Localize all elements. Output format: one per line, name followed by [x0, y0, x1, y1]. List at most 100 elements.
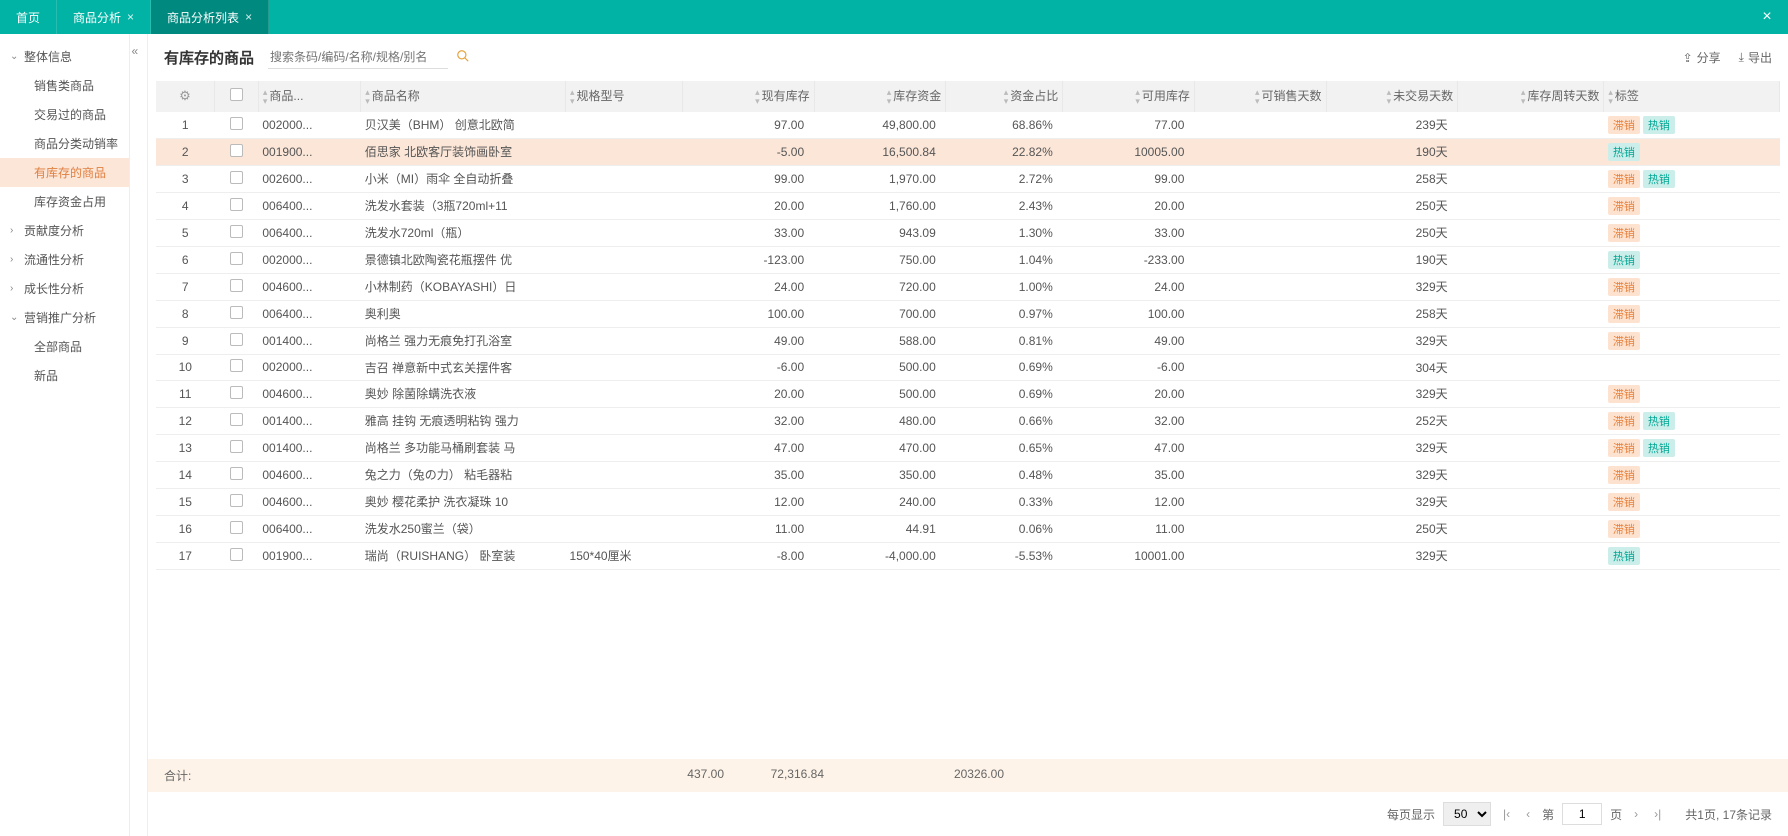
share-button[interactable]: ⇪ 分享 — [1683, 49, 1721, 66]
table-row[interactable]: 5006400...洗发水720ml（瓶）33.00943.091.30%33.… — [156, 219, 1780, 246]
column-header-notrade[interactable]: ▴▾未交易天数 — [1326, 81, 1458, 112]
page-next-button[interactable]: › — [1630, 805, 1642, 823]
select-all-checkbox[interactable] — [230, 88, 243, 101]
row-checkbox[interactable] — [230, 279, 243, 292]
row-checkbox[interactable] — [230, 386, 243, 399]
row-checkbox[interactable] — [230, 494, 243, 507]
table-row[interactable]: 9001400...尚格兰 强力无痕免打孔浴室49.00588.000.81%4… — [156, 327, 1780, 354]
column-header-saledays[interactable]: ▴▾可销售天数 — [1194, 81, 1326, 112]
sidebar-item[interactable]: 交易过的商品 — [0, 100, 129, 129]
tab-close-icon[interactable]: × — [127, 10, 134, 24]
chevron-icon: ⌄ — [10, 312, 24, 323]
table-row[interactable]: 1002000...贝汉美（BHM） 创意北欧简97.0049,800.0068… — [156, 112, 1780, 139]
export-button[interactable]: ⤓ 导出 — [1739, 49, 1772, 66]
tab[interactable]: 首页 — [0, 0, 57, 34]
table-row[interactable]: 4006400...洗发水套装（3瓶720ml+1120.001,760.002… — [156, 192, 1780, 219]
table-row[interactable]: 15004600...奥妙 樱花柔护 洗衣凝珠 1012.00240.000.3… — [156, 488, 1780, 515]
cell-spec — [566, 515, 683, 542]
tab-close-icon[interactable]: × — [245, 10, 252, 24]
table-row[interactable]: 12001400...雅高 挂钩 无痕透明粘钩 强力32.00480.000.6… — [156, 407, 1780, 434]
tab[interactable]: 商品分析列表× — [151, 0, 269, 34]
table-row[interactable]: 6002000...景德镇北欧陶瓷花瓶摆件 优-123.00750.001.04… — [156, 246, 1780, 273]
row-checkbox[interactable] — [230, 117, 243, 130]
column-header-avail[interactable]: ▴▾可用库存 — [1063, 81, 1195, 112]
row-checkbox[interactable] — [230, 171, 243, 184]
tab[interactable]: 商品分析× — [57, 0, 151, 34]
sidebar-item[interactable]: 商品分类动销率 — [0, 129, 129, 158]
column-label: 标签 — [1615, 89, 1639, 103]
row-checkbox[interactable] — [230, 252, 243, 265]
cell-tags: 滞销 — [1604, 327, 1780, 354]
column-header-code[interactable]: ▴▾商品... — [258, 81, 360, 112]
table-row[interactable]: 11004600...奥妙 除菌除螨洗衣液20.00500.000.69%20.… — [156, 380, 1780, 407]
row-checkbox[interactable] — [230, 413, 243, 426]
page-number-input[interactable] — [1562, 803, 1602, 825]
search-icon[interactable] — [456, 49, 470, 66]
column-header-tags[interactable]: ▴▾标签 — [1604, 81, 1780, 112]
tabbar-close-icon[interactable]: × — [1752, 0, 1782, 34]
column-header-fund[interactable]: ▴▾库存资金 — [814, 81, 946, 112]
sidebar-group[interactable]: ⌄整体信息 — [0, 42, 129, 71]
page-last-button[interactable]: ›| — [1650, 805, 1665, 823]
sidebar-item[interactable]: 有库存的商品 — [0, 158, 129, 187]
row-checkbox[interactable] — [230, 440, 243, 453]
page-prev-button[interactable]: ‹ — [1522, 805, 1534, 823]
row-checkbox[interactable] — [230, 225, 243, 238]
row-checkbox[interactable] — [230, 359, 243, 372]
cell-code: 002000... — [258, 246, 360, 273]
table-row[interactable]: 14004600...兔之力（兔の力） 粘毛器粘35.00350.000.48%… — [156, 461, 1780, 488]
sidebar-item[interactable]: 库存资金占用 — [0, 187, 129, 216]
table-row[interactable]: 13001400...尚格兰 多功能马桶刷套装 马47.00470.000.65… — [156, 434, 1780, 461]
cell-fund: 1,760.00 — [814, 192, 946, 219]
cell-ratio: 0.66% — [946, 407, 1063, 434]
cell-chk — [215, 138, 259, 165]
table-row[interactable]: 8006400...奥利奥100.00700.000.97%100.00258天… — [156, 300, 1780, 327]
cell-tags: 滞销 — [1604, 273, 1780, 300]
column-header-name[interactable]: ▴▾商品名称 — [361, 81, 566, 112]
table-row[interactable]: 16006400...洗发水250蜜兰（袋）11.0044.910.06%11.… — [156, 515, 1780, 542]
sidebar-item[interactable]: 销售类商品 — [0, 71, 129, 100]
cell-gear: 16 — [156, 515, 215, 542]
row-checkbox[interactable] — [230, 548, 243, 561]
sidebar-collapse-icon[interactable]: « — [132, 44, 146, 58]
table-row[interactable]: 7004600...小林制药（KOBAYASHI）日24.00720.001.0… — [156, 273, 1780, 300]
sort-icon: ▴▾ — [1255, 88, 1260, 106]
cell-avail: -6.00 — [1063, 354, 1195, 380]
row-checkbox[interactable] — [230, 521, 243, 534]
table-row[interactable]: 17001900...瑞尚（RUISHANG） 卧室装150*40厘米-8.00… — [156, 542, 1780, 569]
table-row[interactable]: 2001900...佰思家 北欧客厅装饰画卧室-5.0016,500.8422.… — [156, 138, 1780, 165]
cell-turndays — [1458, 434, 1604, 461]
sidebar-group[interactable]: ›成长性分析 — [0, 274, 129, 303]
sidebar-group[interactable]: ›贡献度分析 — [0, 216, 129, 245]
row-checkbox[interactable] — [230, 467, 243, 480]
gear-icon[interactable]: ⚙ — [179, 88, 191, 103]
header-actions: ⇪ 分享 ⤓ 导出 — [1683, 49, 1772, 66]
sidebar-group[interactable]: ⌄营销推广分析 — [0, 303, 129, 332]
search-input[interactable] — [268, 46, 448, 69]
cell-chk — [215, 246, 259, 273]
page-size-select[interactable]: 50 — [1443, 802, 1491, 826]
row-checkbox[interactable] — [230, 306, 243, 319]
page-first-button[interactable]: |‹ — [1499, 805, 1514, 823]
sidebar-item[interactable]: 新品 — [0, 361, 129, 390]
cell-saledays — [1194, 112, 1326, 139]
row-checkbox[interactable] — [230, 333, 243, 346]
row-checkbox[interactable] — [230, 198, 243, 211]
cell-tags: 滞销 — [1604, 192, 1780, 219]
cell-gear: 13 — [156, 434, 215, 461]
cell-stock: 12.00 — [683, 488, 815, 515]
column-header-spec[interactable]: ▴▾规格型号 — [566, 81, 683, 112]
sidebar-group[interactable]: ›流通性分析 — [0, 245, 129, 274]
column-header-stock[interactable]: ▴▾现有库存 — [683, 81, 815, 112]
column-header-ratio[interactable]: ▴▾资金占比 — [946, 81, 1063, 112]
tag: 热销 — [1643, 439, 1675, 457]
cell-gear: 12 — [156, 407, 215, 434]
column-label: 商品名称 — [372, 89, 420, 103]
table-row[interactable]: 3002600...小米（MI）雨伞 全自动折叠99.001,970.002.7… — [156, 165, 1780, 192]
table-row[interactable]: 10002000...吉召 禅意新中式玄关摆件客-6.00500.000.69%… — [156, 354, 1780, 380]
cell-chk — [215, 488, 259, 515]
column-header-turndays[interactable]: ▴▾库存周转天数 — [1458, 81, 1604, 112]
sidebar-item[interactable]: 全部商品 — [0, 332, 129, 361]
cell-code: 004600... — [258, 380, 360, 407]
row-checkbox[interactable] — [230, 144, 243, 157]
